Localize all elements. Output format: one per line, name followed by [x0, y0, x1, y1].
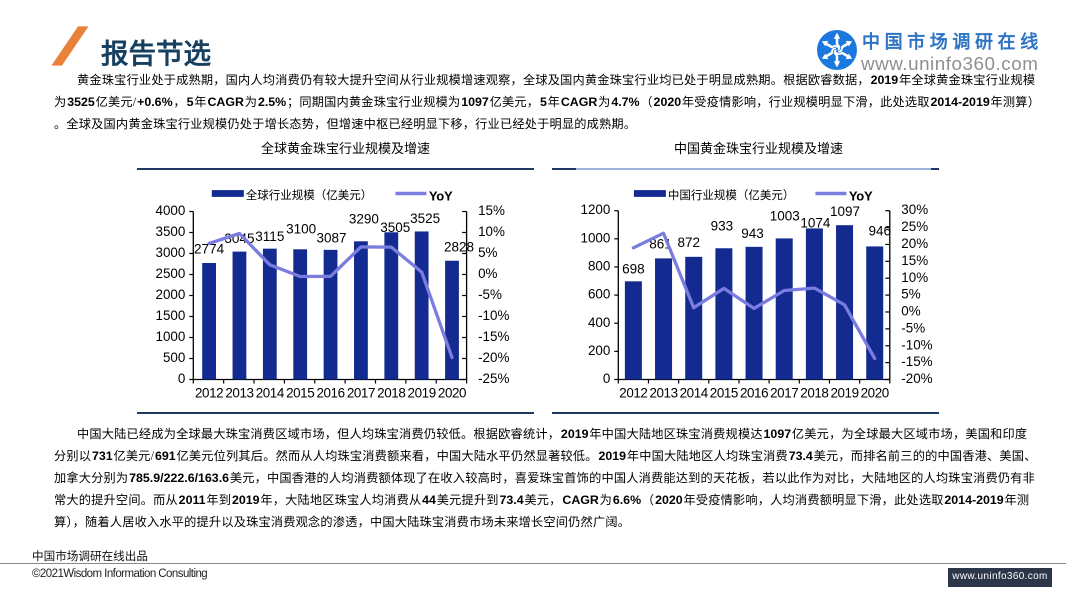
svg-text:中国行业规模（亿美元）: 中国行业规模（亿美元）: [668, 188, 795, 202]
svg-text:YoY: YoY: [429, 188, 453, 203]
svg-text:0: 0: [178, 371, 185, 386]
svg-text:-5%: -5%: [901, 320, 925, 335]
svg-text:1097: 1097: [830, 204, 860, 219]
svg-text:-15%: -15%: [901, 354, 932, 369]
svg-text:2020: 2020: [861, 386, 889, 401]
svg-text:2019: 2019: [408, 386, 436, 401]
svg-text:YoY: YoY: [849, 188, 873, 203]
svg-text:872: 872: [677, 235, 700, 250]
svg-text:2015: 2015: [710, 386, 738, 401]
svg-text:2014: 2014: [680, 386, 709, 401]
svg-text:-20%: -20%: [478, 350, 509, 365]
svg-text:25%: 25%: [901, 219, 928, 234]
svg-text:-10%: -10%: [901, 337, 932, 352]
svg-text:10%: 10%: [901, 270, 928, 285]
svg-text:2774: 2774: [194, 241, 225, 256]
svg-text:全球行业规模（亿美元）: 全球行业规模（亿美元）: [246, 188, 372, 202]
svg-text:2014: 2014: [256, 386, 285, 401]
svg-text:10%: 10%: [478, 224, 505, 239]
svg-text:5%: 5%: [901, 287, 920, 302]
svg-text:-10%: -10%: [478, 308, 509, 323]
svg-text:1003: 1003: [770, 209, 800, 224]
svg-text:400: 400: [588, 315, 610, 330]
svg-text:3500: 3500: [156, 224, 186, 239]
svg-text:500: 500: [163, 350, 185, 365]
svg-text:2828: 2828: [444, 240, 474, 255]
svg-text:2020: 2020: [438, 386, 466, 401]
svg-text:2000: 2000: [156, 287, 186, 302]
svg-text:-15%: -15%: [478, 329, 509, 344]
svg-text:3000: 3000: [156, 245, 186, 260]
svg-text:933: 933: [711, 218, 734, 233]
svg-text:3100: 3100: [286, 221, 316, 236]
svg-text:30%: 30%: [901, 202, 928, 217]
svg-text:1200: 1200: [581, 202, 611, 217]
svg-text:3115: 3115: [255, 229, 284, 244]
svg-text:0: 0: [603, 371, 610, 386]
svg-text:200: 200: [588, 343, 610, 358]
svg-text:-20%: -20%: [901, 371, 932, 386]
svg-text:943: 943: [741, 226, 764, 241]
svg-text:-25%: -25%: [478, 371, 509, 386]
svg-text:2013: 2013: [649, 386, 677, 401]
svg-text:5%: 5%: [478, 245, 497, 260]
svg-text:1500: 1500: [156, 308, 186, 323]
svg-text:2015: 2015: [286, 386, 314, 401]
svg-text:0%: 0%: [478, 266, 497, 281]
svg-text:2018: 2018: [800, 386, 828, 401]
svg-text:2016: 2016: [316, 386, 344, 401]
svg-text:1000: 1000: [581, 230, 611, 245]
svg-text:3525: 3525: [410, 211, 440, 226]
svg-text:20%: 20%: [901, 236, 928, 251]
svg-text:2016: 2016: [740, 386, 768, 401]
svg-text:4000: 4000: [156, 203, 186, 218]
svg-text:2500: 2500: [156, 266, 186, 281]
svg-text:2018: 2018: [377, 386, 405, 401]
svg-text:0%: 0%: [901, 304, 920, 319]
svg-text:3087: 3087: [317, 230, 347, 245]
svg-text:2012: 2012: [619, 386, 647, 401]
svg-text:1074: 1074: [800, 216, 831, 231]
svg-text:800: 800: [588, 259, 610, 274]
svg-text:600: 600: [588, 287, 610, 302]
svg-text:-5%: -5%: [478, 287, 502, 302]
svg-text:2017: 2017: [770, 386, 798, 401]
svg-text:1000: 1000: [156, 329, 186, 344]
svg-text:3505: 3505: [380, 220, 410, 235]
svg-text:15%: 15%: [478, 203, 505, 218]
svg-text:2013: 2013: [225, 386, 253, 401]
svg-text:2012: 2012: [195, 386, 223, 401]
svg-text:2017: 2017: [347, 386, 375, 401]
svg-text:2019: 2019: [830, 386, 858, 401]
svg-text:15%: 15%: [901, 253, 928, 268]
svg-text:698: 698: [622, 262, 645, 277]
svg-text:3290: 3290: [349, 211, 379, 226]
svg-text:946: 946: [868, 224, 891, 239]
